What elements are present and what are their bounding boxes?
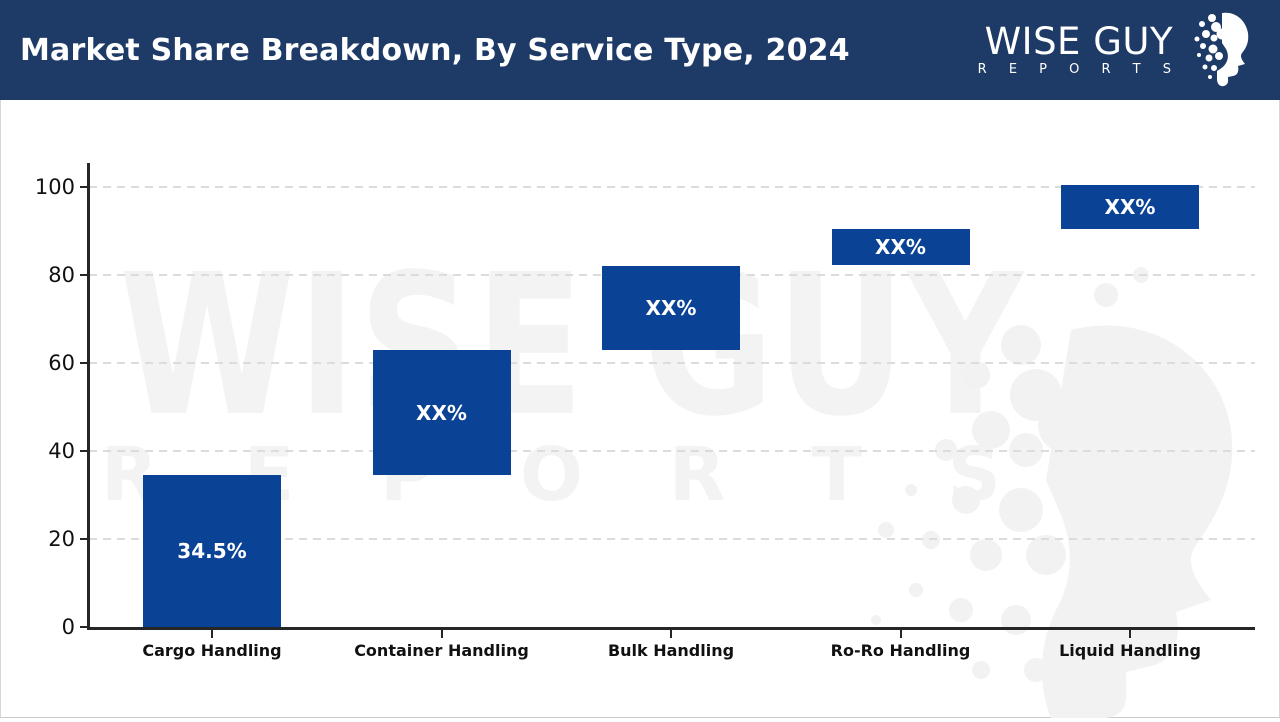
- x-axis-spine: [87, 627, 1255, 630]
- bar-liquid-handling: XX%: [1061, 184, 1199, 229]
- y-tick-mark: [80, 626, 88, 628]
- gridline: [89, 450, 1255, 453]
- x-tick-label: Bulk Handling: [607, 641, 735, 660]
- x-tick-mark: [440, 630, 443, 638]
- y-tick-label: 80: [48, 263, 75, 288]
- bar-value-label: XX%: [1104, 194, 1156, 219]
- y-tick-mark: [80, 538, 88, 541]
- x-tick-mark: [670, 630, 672, 638]
- x-tick-mark: [211, 630, 213, 638]
- bar-value-label: XX%: [645, 296, 697, 321]
- y-tick-mark: [80, 274, 88, 277]
- brand-subtitle: R E P O R T S: [977, 62, 1180, 78]
- x-tick-mark: [1129, 630, 1131, 638]
- y-axis-spine: [87, 163, 90, 629]
- y-tick-label: 100: [34, 175, 75, 200]
- bar-value-label: XX%: [416, 400, 467, 425]
- chart-title: Market Share Breakdown, By Service Type,…: [20, 32, 850, 68]
- gridline: [89, 186, 1255, 189]
- x-tick-label: Cargo Handling: [142, 641, 282, 660]
- bar-container-handling: XX%: [372, 349, 511, 476]
- brand-logo: WISE GUY R E P O R T S: [978, 9, 1252, 91]
- brand-name: WISE GUY: [984, 19, 1174, 63]
- gridline: [89, 538, 1255, 541]
- x-tick-label: Container Handling: [354, 641, 529, 660]
- bar-value-label: XX%: [875, 235, 926, 259]
- y-tick-label: 20: [48, 527, 75, 552]
- y-tick-mark: [80, 450, 88, 453]
- x-tick-label: Ro-Ro Handling: [830, 641, 971, 660]
- bar-value-label: 34.5%: [177, 539, 247, 564]
- bar-bulk-handling: XX%: [602, 266, 740, 350]
- bar-cargo-handling: 34.5%: [143, 475, 281, 627]
- brand-head-icon: [1186, 9, 1252, 91]
- y-tick-mark: [80, 362, 88, 365]
- bar-ro-ro-handling: XX%: [831, 228, 970, 266]
- y-tick-mark: [80, 186, 88, 189]
- watermark-head-icon: [821, 200, 1241, 722]
- y-tick-label: 60: [48, 351, 75, 376]
- watermark-text-line1: WISE GUY: [119, 232, 1025, 459]
- header-bar: Market Share Breakdown, By Service Type,…: [0, 0, 1280, 100]
- chart-canvas: WISE GUY R E P O R T S 0 20 40 60 80 100 Cargo…: [0, 100, 1280, 718]
- y-tick-label: 0: [61, 615, 75, 639]
- x-tick-label: Liquid Handling: [1059, 641, 1201, 660]
- brand-logo-text: WISE GUY R E P O R T S: [977, 19, 1180, 78]
- y-tick-label: 40: [48, 439, 75, 464]
- gridline: [89, 362, 1255, 365]
- x-tick-mark: [899, 630, 902, 638]
